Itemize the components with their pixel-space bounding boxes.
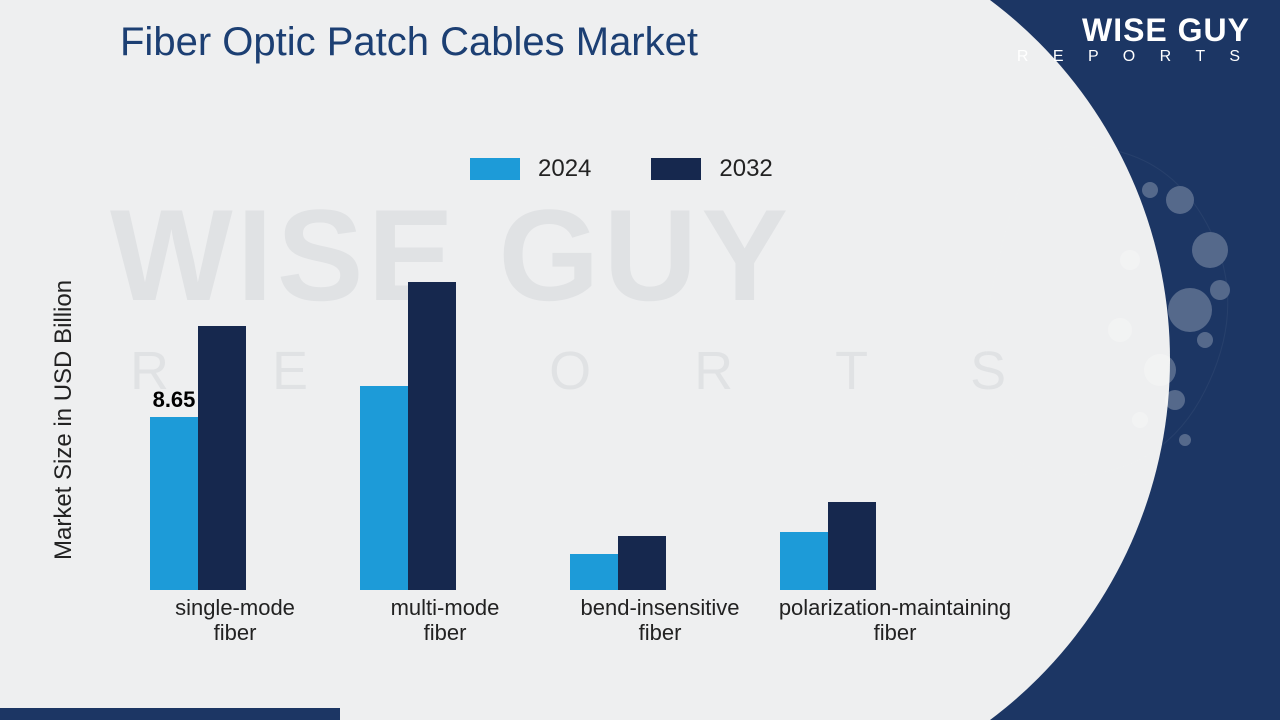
bar-chart: 8.65 single-modefibermulti-modefiberbend… <box>130 190 1000 620</box>
category-label: polarization-maintainingfiber <box>735 595 1055 646</box>
chart-stage: WISE GUY R E P O R T S WISE GUY R E P O … <box>0 0 1280 720</box>
bar <box>828 502 876 590</box>
bar <box>150 417 198 590</box>
y-axis-label: Market Size in USD Billion <box>50 280 78 560</box>
head-graphic <box>980 140 1240 480</box>
legend-swatch-icon <box>651 158 701 180</box>
bar-value-label: 8.65 <box>144 387 204 413</box>
bottom-accent-bar <box>0 708 340 720</box>
bar <box>570 554 618 590</box>
bar <box>618 536 666 590</box>
bar <box>780 532 828 590</box>
chart-title: Fiber Optic Patch Cables Market <box>120 20 698 65</box>
bar <box>408 282 456 590</box>
bar <box>198 326 246 590</box>
legend-label: 2032 <box>719 155 772 183</box>
legend-swatch-icon <box>470 158 520 180</box>
plot-area: 8.65 <box>130 190 1000 590</box>
logo-main: WISE GUY <box>1017 14 1250 46</box>
category-label: multi-modefiber <box>345 595 545 646</box>
logo-sub: R E P O R T S <box>1017 48 1250 66</box>
legend-item: 2024 <box>470 155 591 183</box>
logo: WISE GUY R E P O R T S <box>1017 14 1250 66</box>
category-label: single-modefiber <box>135 595 335 646</box>
legend: 2024 2032 <box>470 155 773 183</box>
bar <box>360 386 408 590</box>
legend-label: 2024 <box>538 155 591 183</box>
legend-item: 2032 <box>651 155 772 183</box>
